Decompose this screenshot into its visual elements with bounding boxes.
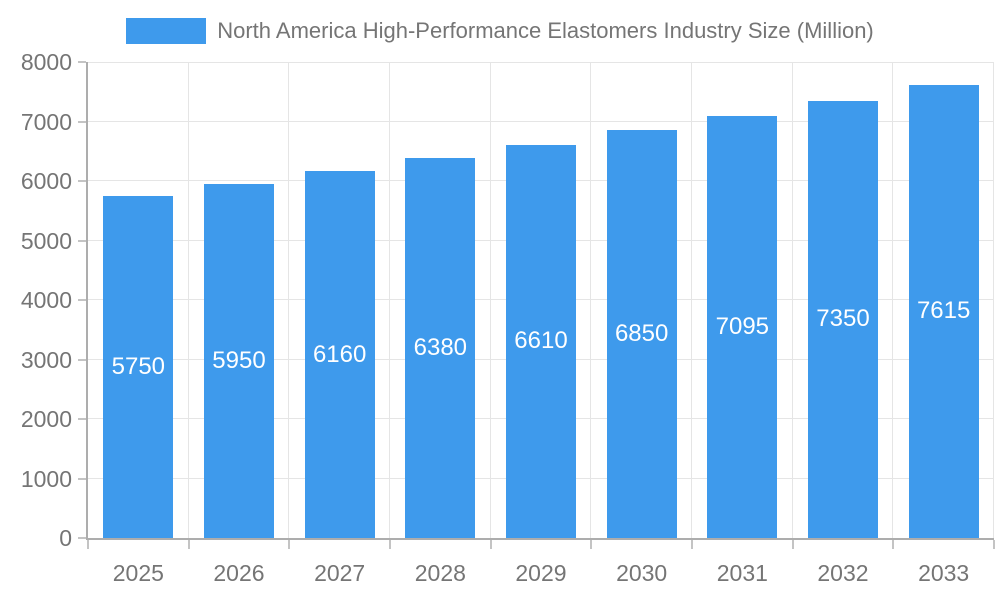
x-axis-tick [389, 540, 391, 549]
y-axis-tick [78, 239, 86, 242]
y-axis-tick [78, 61, 86, 63]
y-tick-label: 3000 [20, 346, 72, 373]
x-tick-label: 2025 [112, 560, 164, 586]
y-tick-label: 0 [59, 525, 72, 551]
bar-value-label: 7095 [715, 312, 770, 340]
horizontal-gridline [88, 120, 994, 122]
legend-label: North America High-Performance Elastomer… [217, 18, 874, 43]
bar-value-label: 6610 [514, 327, 568, 355]
bar-value-label: 5750 [111, 352, 166, 380]
bar-value-label: 7350 [816, 305, 870, 333]
bar: 6160 [304, 171, 375, 538]
bar: 7095 [707, 115, 778, 538]
x-tick-label: 2028 [414, 560, 466, 586]
vertical-gridline [590, 62, 592, 538]
y-tick-label: 6000 [20, 168, 72, 194]
y-axis-line [86, 62, 88, 540]
vertical-gridline [691, 62, 692, 538]
plot-area: 5750 5950 6160 6380 6610 6850 7095 7350 7615 [88, 62, 994, 538]
y-axis-tick [78, 120, 86, 123]
x-axis-tick [288, 540, 291, 549]
x-axis-tick [187, 540, 190, 549]
bar-value-label: 5950 [212, 346, 266, 374]
y-tick-label: 5000 [20, 227, 72, 254]
vertical-gridline [187, 62, 189, 538]
bar: 6610 [506, 144, 576, 538]
x-axis-tick [993, 540, 995, 549]
y-axis-tick [78, 418, 86, 420]
vertical-gridline [892, 62, 894, 538]
bar: 5750 [103, 195, 174, 538]
x-tick-label: 2029 [515, 560, 567, 586]
bar: 7615 [908, 84, 979, 538]
y-tick-label: 1000 [20, 465, 72, 492]
bar-value-label: 6850 [614, 320, 669, 348]
y-tick-label: 4000 [20, 287, 72, 313]
x-axis-tick [590, 540, 593, 549]
vertical-gridline [288, 62, 290, 538]
vertical-gridline [791, 62, 793, 538]
x-axis-tick [892, 540, 895, 549]
bar: 6380 [405, 158, 476, 538]
x-tick-label: 2032 [817, 560, 869, 586]
legend-swatch [126, 18, 207, 44]
x-axis-tick [87, 540, 89, 549]
bar: 7350 [808, 100, 878, 538]
y-axis-tick [78, 477, 86, 480]
vertical-gridline [993, 62, 994, 538]
y-axis-tick [78, 180, 86, 182]
horizontal-gridline [88, 62, 994, 63]
bar-value-label: 6380 [413, 334, 468, 362]
x-tick-label: 2031 [716, 560, 768, 586]
x-axis-tick [791, 540, 794, 549]
x-axis-line [86, 538, 994, 540]
y-tick-label: 8000 [20, 49, 72, 75]
x-tick-label: 2027 [314, 560, 366, 586]
x-axis-tick [489, 540, 492, 549]
x-axis-tick [691, 540, 693, 549]
y-axis-tick [78, 358, 86, 361]
vertical-gridline [389, 62, 390, 538]
y-axis-tick [78, 299, 86, 301]
x-tick-label: 2030 [616, 560, 668, 586]
x-tick-label: 2033 [918, 560, 970, 586]
bar-value-label: 6160 [312, 340, 367, 368]
bar: 5950 [204, 183, 274, 538]
y-tick-label: 2000 [20, 406, 72, 432]
bar: 6850 [606, 130, 677, 538]
x-tick-label: 2026 [213, 560, 265, 586]
legend: North America High-Performance Elastomer… [0, 16, 1000, 46]
y-tick-label: 7000 [20, 108, 72, 135]
vertical-gridline [489, 62, 491, 538]
bar-value-label: 7615 [916, 297, 971, 325]
y-axis-tick [78, 537, 86, 539]
